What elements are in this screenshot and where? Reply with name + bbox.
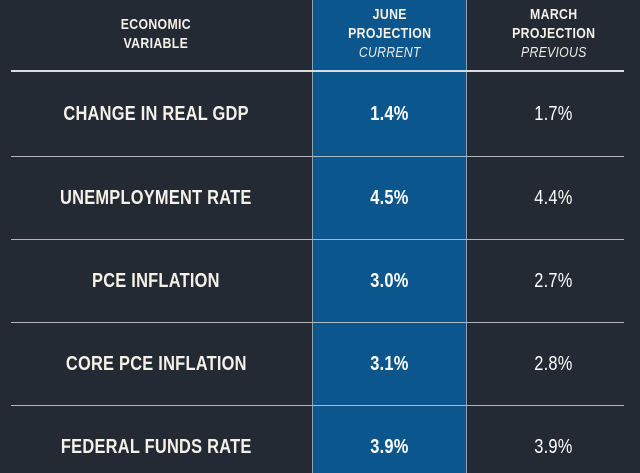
june-value-change-in-real-gdp: 1.4% <box>370 103 409 125</box>
june-column-highlight <box>312 0 467 473</box>
header-june-projection: JUNE PROJECTION CURRENT <box>312 0 467 72</box>
march-value-change-in-real-gdp: 1.7% <box>534 103 573 125</box>
header-line: PROJECTION <box>347 25 432 42</box>
row-label-change-in-real-gdp: CHANGE IN REAL GDP <box>63 103 249 125</box>
header-line: MARCH <box>529 6 578 23</box>
row-label-unemployment-rate: UNEMPLOYMENT RATE <box>60 187 252 209</box>
march-value-unemployment-rate: 4.4% <box>534 187 573 209</box>
june-value-core-pce-inflation: 3.1% <box>370 353 409 375</box>
header-previous-tag: PREVIOUS <box>520 44 587 61</box>
row-label-federal-funds-rate: FEDERAL FUNDS RATE <box>60 436 252 458</box>
header-march-projection: MARCH PROJECTION PREVIOUS <box>467 0 640 72</box>
header-line: VARIABLE <box>123 34 189 52</box>
header-rule <box>11 70 624 72</box>
header-line: JUNE <box>372 6 407 23</box>
row-separator <box>11 239 624 240</box>
row-label-pce-inflation: PCE INFLATION <box>92 270 220 292</box>
row-label-core-pce-inflation: CORE PCE INFLATION <box>65 353 247 375</box>
header-economic-variable: ECONOMIC VARIABLE <box>0 0 312 72</box>
row-separator <box>11 322 624 323</box>
june-value-unemployment-rate: 4.5% <box>370 187 409 209</box>
march-value-core-pce-inflation: 2.8% <box>534 353 573 375</box>
header-line: PROJECTION <box>511 25 596 42</box>
row-separator <box>11 156 624 157</box>
header-line: ECONOMIC <box>120 15 192 33</box>
header-current-tag: CURRENT <box>358 44 421 61</box>
march-value-pce-inflation: 2.7% <box>534 270 573 292</box>
march-value-federal-funds-rate: 3.9% <box>534 436 573 458</box>
june-value-pce-inflation: 3.0% <box>370 270 409 292</box>
june-value-federal-funds-rate: 3.9% <box>370 436 409 458</box>
row-separator <box>11 405 624 406</box>
